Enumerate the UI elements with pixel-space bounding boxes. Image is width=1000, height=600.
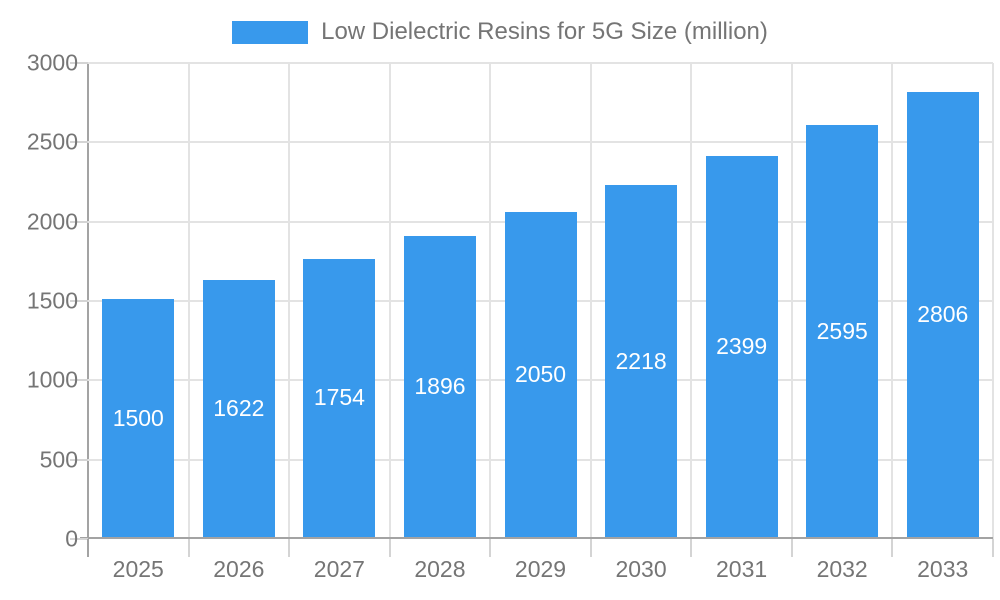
- bars: 1500 1622 1754 1896 2050 2218 2399 2595 2806: [88, 61, 993, 537]
- x-axis-tick-label: 2032: [816, 556, 868, 582]
- bar-2029: 2050: [504, 211, 577, 537]
- legend[interactable]: Low Dielectric Resins for 5G Size (milli…: [0, 18, 1000, 46]
- x-axis-tick-label: 2026: [213, 556, 265, 582]
- y-axis-tick-label: 2000: [26, 208, 78, 235]
- bar-column: 1500: [88, 61, 189, 537]
- legend-label: Low Dielectric Resins for 5G Size (milli…: [321, 18, 768, 45]
- bar-value-label: 1754: [313, 384, 365, 411]
- y-axis-tick-label: 0: [65, 525, 78, 552]
- x-tick-mark: [489, 539, 492, 557]
- x-axis-tick-label: 2030: [615, 556, 667, 582]
- y-tick-mark: [70, 458, 88, 461]
- bar-column: 2806: [893, 61, 994, 537]
- legend-swatch-icon: [232, 20, 309, 44]
- y-tick-mark: [70, 141, 88, 144]
- x-tick-mark: [790, 539, 793, 557]
- v-gridline: [489, 63, 492, 539]
- bar-column: 1896: [390, 61, 491, 537]
- y-axis-tick-label: 1000: [26, 366, 78, 393]
- y-tick-mark: [70, 538, 88, 540]
- bar-2033: 2806: [906, 91, 979, 537]
- bar-value-label: 2399: [716, 333, 768, 360]
- x-tick-mark: [690, 539, 693, 557]
- bar-2026: 1622: [202, 279, 275, 537]
- bar-column: 2218: [591, 61, 692, 537]
- v-gridline: [790, 63, 793, 539]
- bar-value-label: 1896: [414, 373, 466, 400]
- y-axis-line: [87, 63, 89, 557]
- y-axis-tick-label: 3000: [26, 49, 78, 76]
- v-gridline: [992, 63, 994, 539]
- bar-2032: 2595: [806, 125, 879, 537]
- x-tick-mark: [388, 539, 391, 557]
- bar-value-label: 1622: [213, 394, 265, 421]
- bar-2028: 1896: [403, 236, 476, 537]
- v-gridline: [187, 63, 190, 539]
- bar-value-label: 2806: [917, 300, 969, 327]
- y-tick-mark: [70, 300, 88, 302]
- x-axis-tick-label: 2029: [514, 556, 567, 582]
- x-axis-tick-label: 2033: [917, 556, 969, 582]
- x-tick-mark: [589, 539, 592, 557]
- x-tick-mark: [87, 539, 89, 557]
- x-axis-tick-label: 2025: [112, 556, 164, 582]
- x-tick-mark: [992, 539, 994, 557]
- bar-column: 1754: [289, 61, 390, 537]
- bar-2027: 1754: [303, 258, 376, 537]
- h-gridline: [88, 62, 993, 64]
- y-tick-mark: [70, 220, 88, 223]
- bar-column: 1622: [189, 61, 290, 537]
- bar-2031: 2399: [705, 156, 778, 537]
- x-axis-line: [80, 537, 993, 539]
- bar-2025: 1500: [102, 299, 175, 537]
- v-gridline: [589, 63, 592, 539]
- plot-area: 1500 1622 1754 1896 2050 2218 2399 2595 2806: [88, 61, 994, 539]
- x-axis-tick-label: 2031: [716, 556, 768, 582]
- bar-value-label: 1500: [112, 404, 164, 431]
- x-tick-mark: [288, 539, 291, 557]
- y-axis-tick-label: 1500: [26, 287, 78, 314]
- h-gridline: [88, 141, 993, 144]
- v-gridline: [288, 63, 291, 539]
- bar-column: 2050: [490, 61, 591, 537]
- bar-column: 2399: [691, 61, 792, 537]
- v-gridline: [388, 63, 391, 539]
- v-gridline: [891, 63, 894, 539]
- x-axis-tick-label: 2028: [414, 556, 466, 582]
- y-axis-tick-label: 2500: [26, 128, 78, 155]
- bar-value-label: 2218: [615, 347, 667, 374]
- y-tick-mark: [70, 62, 88, 64]
- x-tick-mark: [891, 539, 894, 557]
- bar-value-label: 2050: [514, 360, 567, 387]
- x-axis-tick-label: 2027: [313, 556, 365, 582]
- bar-2030: 2218: [605, 185, 678, 537]
- y-tick-mark: [70, 379, 88, 382]
- v-gridline: [690, 63, 693, 539]
- x-tick-mark: [187, 539, 190, 557]
- y-axis-tick-label: 500: [39, 446, 78, 473]
- bar-column: 2595: [792, 61, 893, 537]
- bar-value-label: 2595: [816, 317, 868, 344]
